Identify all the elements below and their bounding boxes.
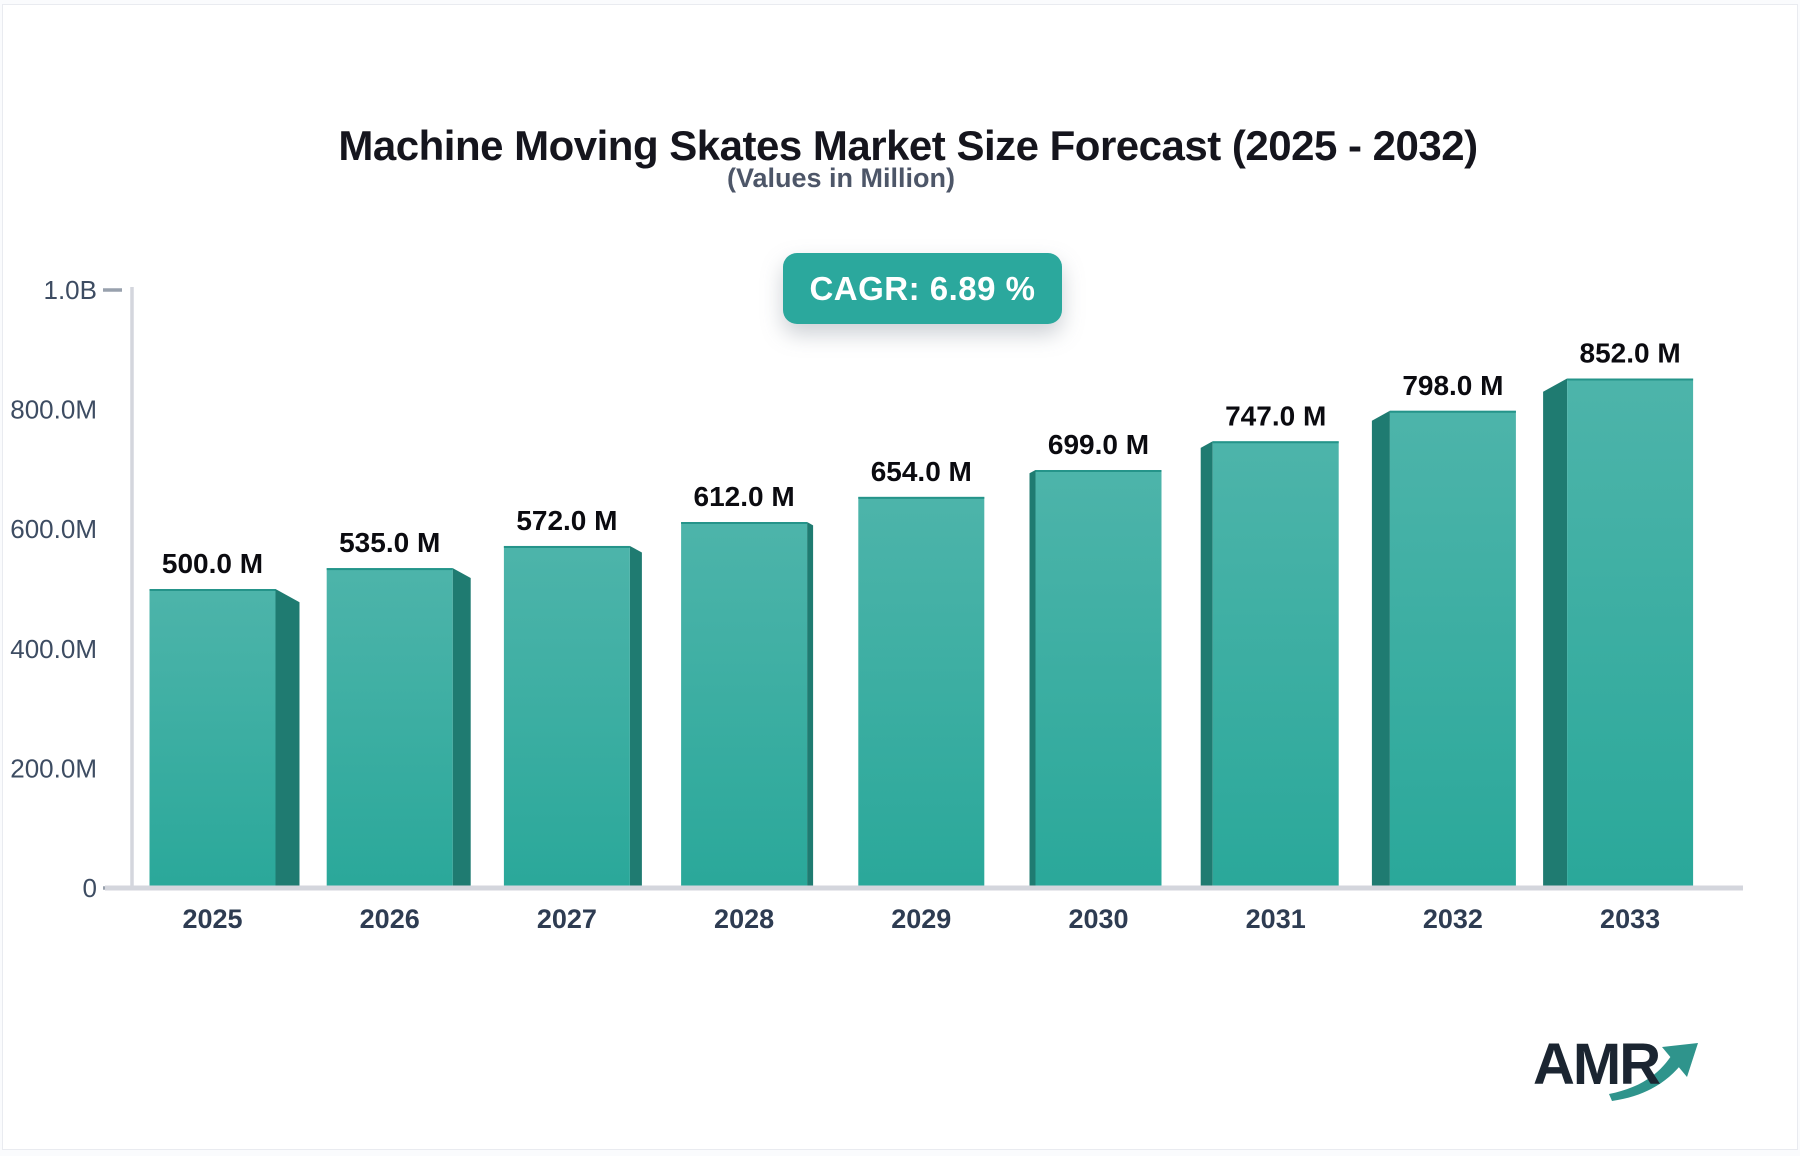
chart-subtitle: (Values in Million) [726, 163, 956, 193]
bar-2031[interactable] [1212, 441, 1339, 888]
x-axis-label: 2033 [1600, 904, 1660, 934]
bar-value-label: 852.0 M [1580, 338, 1681, 369]
bar-2028[interactable] [681, 522, 808, 888]
bar-side-2025 [275, 589, 300, 888]
bar-side-2032 [1371, 410, 1390, 888]
x-axis-label: 2032 [1423, 904, 1483, 934]
x-axis-label: 2027 [537, 904, 597, 934]
x-axis-label: 2026 [360, 904, 420, 934]
bar-2032[interactable] [1389, 410, 1516, 888]
amr-logo: AMR [1533, 1031, 1723, 1121]
x-axis-label: 2031 [1246, 904, 1306, 934]
amr-logo-text: AMR [1533, 1032, 1661, 1097]
bar-value-label: 535.0 M [339, 527, 440, 558]
bar-side-2027 [629, 545, 642, 888]
y-axis-tick-label: 800.0M [10, 395, 97, 425]
bar-side-2030 [1029, 469, 1036, 888]
x-axis-label: 2025 [182, 904, 242, 934]
bar-2026[interactable] [326, 568, 453, 888]
bar-value-label: 612.0 M [694, 481, 795, 512]
y-axis-tick-label: 1.0B [44, 275, 98, 305]
bar-value-label: 572.0 M [516, 505, 617, 536]
bar-2033[interactable] [1567, 378, 1694, 888]
bar-2025[interactable] [149, 589, 276, 888]
cagr-badge-label: CAGR: 6.89 % [809, 269, 1036, 307]
y-axis-tick-label: 600.0M [10, 514, 97, 544]
x-axis-label: 2029 [891, 904, 951, 934]
bar-side-2033 [1543, 378, 1568, 888]
y-axis-tick-label: 400.0M [10, 634, 97, 664]
bar-value-label: 654.0 M [871, 456, 972, 487]
bar-side-2031 [1200, 441, 1213, 888]
bar-side-2028 [807, 522, 814, 888]
x-axis-label: 2028 [714, 904, 774, 934]
bar-2029[interactable] [858, 496, 985, 888]
cagr-badge: CAGR: 6.89 % [783, 253, 1062, 324]
growth-arrow-icon [1609, 1043, 1698, 1101]
bar-value-label: 500.0 M [162, 548, 263, 579]
bar-value-label: 699.0 M [1048, 429, 1149, 460]
bar-2027[interactable] [503, 545, 630, 888]
bar-2030[interactable] [1035, 469, 1162, 888]
x-axis-label: 2030 [1068, 904, 1128, 934]
chart-title: Machine Moving Skates Market Size Foreca… [338, 122, 1478, 170]
bar-value-label: 747.0 M [1225, 400, 1326, 431]
y-axis-tick-label: 200.0M [10, 753, 97, 783]
bar-side-2026 [452, 568, 471, 888]
bar-value-label: 798.0 M [1402, 370, 1503, 401]
y-axis-tick-label: 0 [83, 873, 97, 903]
